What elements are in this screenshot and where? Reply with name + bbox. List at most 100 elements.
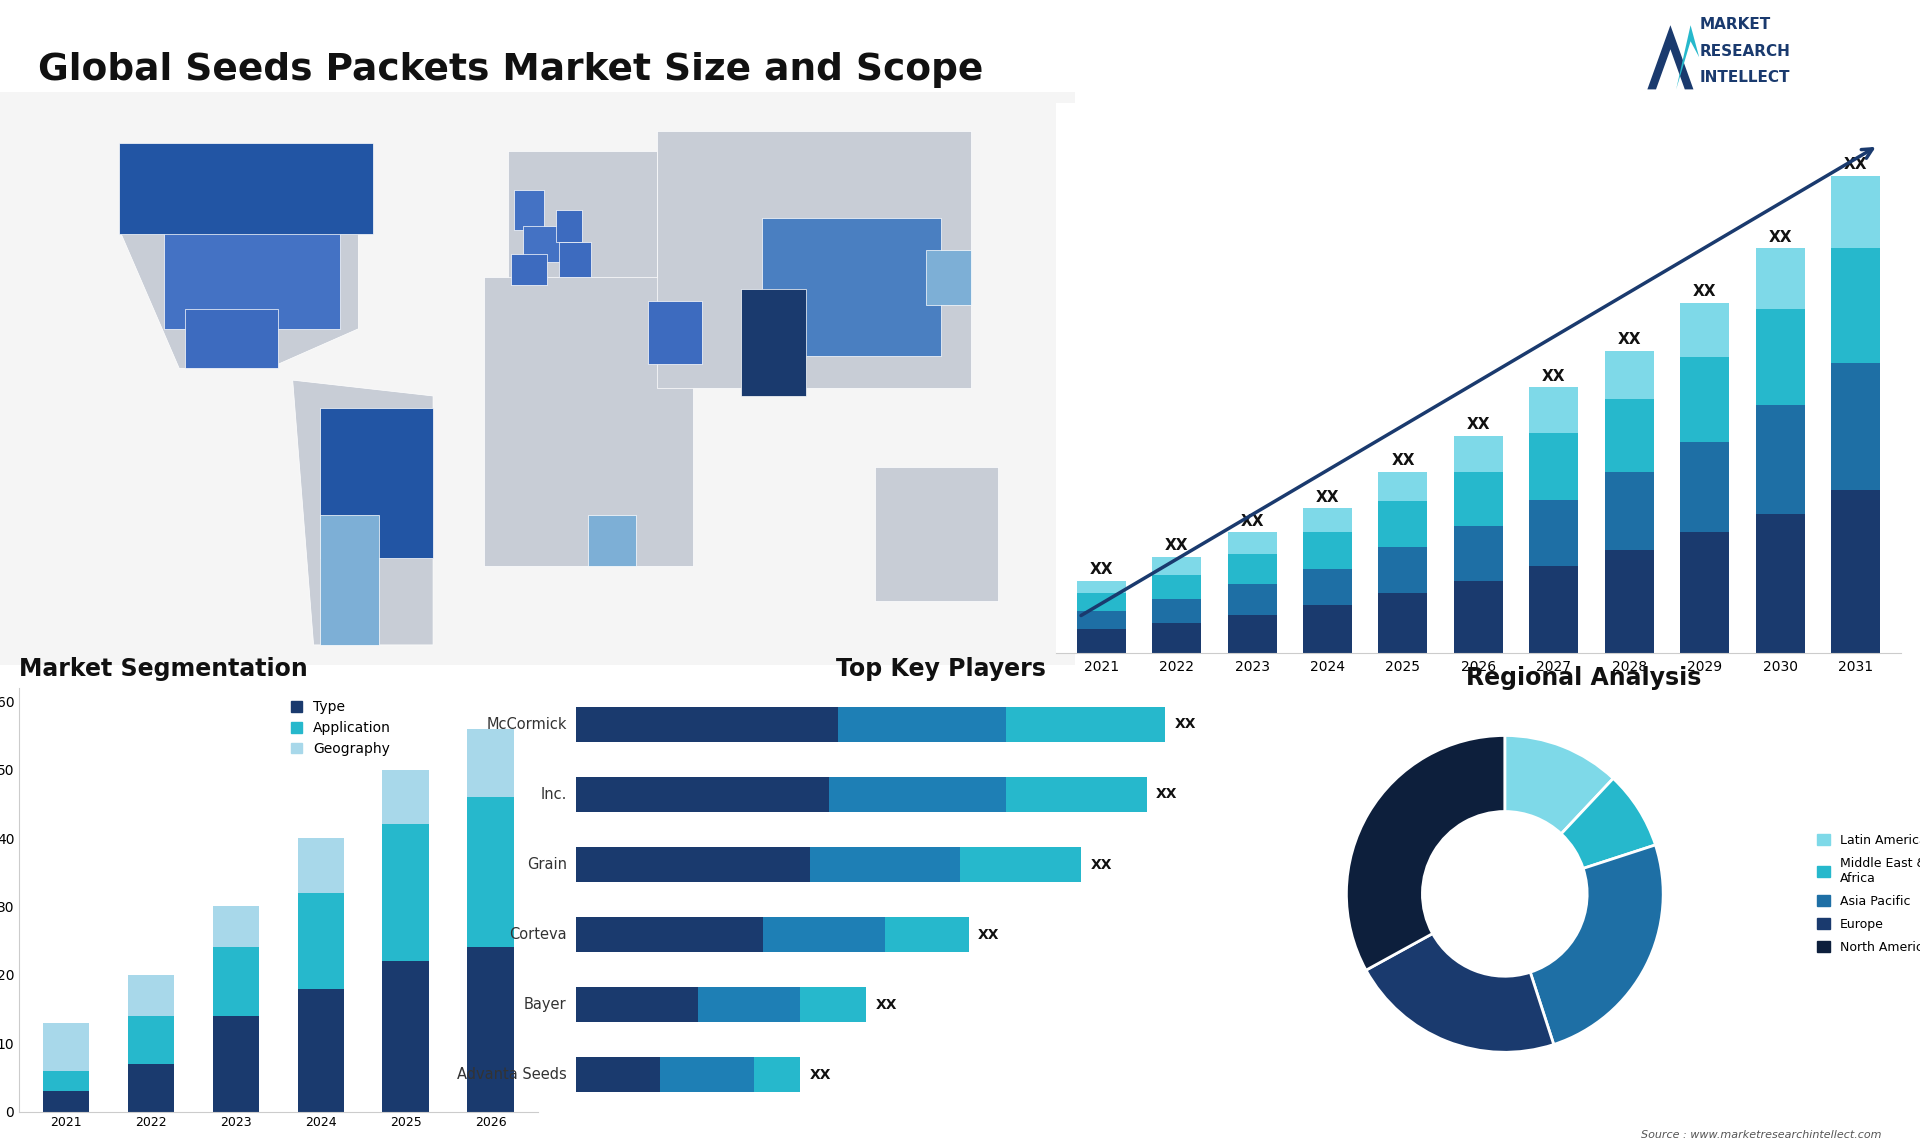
Polygon shape <box>507 151 657 289</box>
Bar <box>382 961 430 1112</box>
Bar <box>762 917 885 952</box>
Text: XX: XX <box>1392 454 1415 469</box>
Bar <box>1453 526 1503 581</box>
Text: INTELLECT: INTELLECT <box>1699 70 1789 85</box>
Text: Advanta Seeds: Advanta Seeds <box>457 1067 566 1082</box>
Bar <box>1832 490 1880 653</box>
Text: Bayer: Bayer <box>524 997 566 1012</box>
Bar <box>1755 249 1805 308</box>
Text: XX: XX <box>977 927 1000 942</box>
Text: MARKET: MARKET <box>1699 17 1770 32</box>
Polygon shape <box>522 226 561 261</box>
Bar <box>1680 441 1730 533</box>
Bar <box>801 987 866 1022</box>
Wedge shape <box>1505 736 1613 834</box>
Bar <box>298 893 344 989</box>
Bar <box>1304 508 1352 533</box>
Bar <box>1227 584 1277 614</box>
Bar <box>1152 623 1202 653</box>
Bar <box>467 948 515 1112</box>
Bar <box>960 847 1081 882</box>
Bar <box>1379 501 1427 547</box>
Polygon shape <box>515 190 543 230</box>
Bar <box>1077 611 1125 629</box>
Bar <box>1453 472 1503 526</box>
Text: Market Segmentation: Market Segmentation <box>19 658 307 682</box>
Bar <box>382 824 430 961</box>
Bar <box>127 1063 175 1112</box>
Polygon shape <box>292 380 434 645</box>
Bar <box>1227 614 1277 653</box>
Bar <box>1755 515 1805 653</box>
Bar <box>1379 547 1427 592</box>
Polygon shape <box>319 408 434 558</box>
Wedge shape <box>1530 845 1663 1044</box>
Bar <box>1832 249 1880 363</box>
Bar <box>1755 308 1805 406</box>
Bar <box>213 906 259 948</box>
Polygon shape <box>165 230 340 329</box>
Bar <box>810 847 960 882</box>
Title: Top Key Players: Top Key Players <box>835 658 1046 682</box>
Bar <box>213 948 259 1015</box>
Polygon shape <box>559 242 591 277</box>
Bar <box>1006 707 1165 741</box>
Bar <box>382 770 430 824</box>
Wedge shape <box>1561 778 1655 869</box>
Text: XX: XX <box>1617 332 1642 347</box>
Polygon shape <box>741 289 806 397</box>
Polygon shape <box>119 143 372 234</box>
Bar <box>1304 605 1352 653</box>
Text: XX: XX <box>876 998 897 1012</box>
Bar <box>42 1070 90 1091</box>
Bar <box>1530 433 1578 500</box>
Bar <box>1152 557 1202 574</box>
Bar <box>885 917 970 952</box>
Text: Grain: Grain <box>526 857 566 872</box>
Polygon shape <box>484 277 693 566</box>
Polygon shape <box>762 218 941 356</box>
Bar <box>576 1058 660 1092</box>
Bar <box>1832 175 1880 249</box>
Bar <box>1680 303 1730 358</box>
Text: XX: XX <box>1843 157 1868 172</box>
Bar <box>1605 472 1653 550</box>
Bar <box>1605 399 1653 472</box>
Bar <box>576 707 837 741</box>
Bar <box>298 838 344 893</box>
Title: Regional Analysis: Regional Analysis <box>1467 666 1701 690</box>
Bar <box>1530 387 1578 433</box>
Legend: Latin America, Middle East &
Africa, Asia Pacific, Europe, North America: Latin America, Middle East & Africa, Asi… <box>1812 829 1920 959</box>
Bar <box>829 777 1006 813</box>
Polygon shape <box>1647 25 1693 89</box>
Bar <box>467 729 515 796</box>
Legend: Type, Application, Geography: Type, Application, Geography <box>286 694 397 762</box>
Bar <box>1605 550 1653 653</box>
Polygon shape <box>1676 25 1699 89</box>
Text: XX: XX <box>1165 537 1188 552</box>
Bar <box>1152 574 1202 599</box>
Text: XX: XX <box>1542 369 1565 384</box>
Bar <box>576 987 697 1022</box>
Bar <box>467 796 515 948</box>
Bar <box>1006 777 1146 813</box>
Bar <box>1227 533 1277 554</box>
Bar <box>1379 592 1427 653</box>
Polygon shape <box>925 250 972 305</box>
Bar <box>1755 406 1805 515</box>
Wedge shape <box>1346 736 1505 971</box>
Bar <box>1453 435 1503 472</box>
Polygon shape <box>511 253 547 285</box>
Text: Corteva: Corteva <box>509 927 566 942</box>
Text: XX: XX <box>1091 857 1112 872</box>
Bar <box>1453 581 1503 653</box>
Bar <box>697 987 801 1022</box>
Text: RESEARCH: RESEARCH <box>1699 44 1789 58</box>
Text: XX: XX <box>1156 787 1177 801</box>
Bar <box>42 1091 90 1112</box>
Bar <box>1605 351 1653 399</box>
Bar <box>755 1058 801 1092</box>
Bar <box>127 975 175 1015</box>
Bar <box>1077 629 1125 653</box>
Polygon shape <box>588 515 636 566</box>
